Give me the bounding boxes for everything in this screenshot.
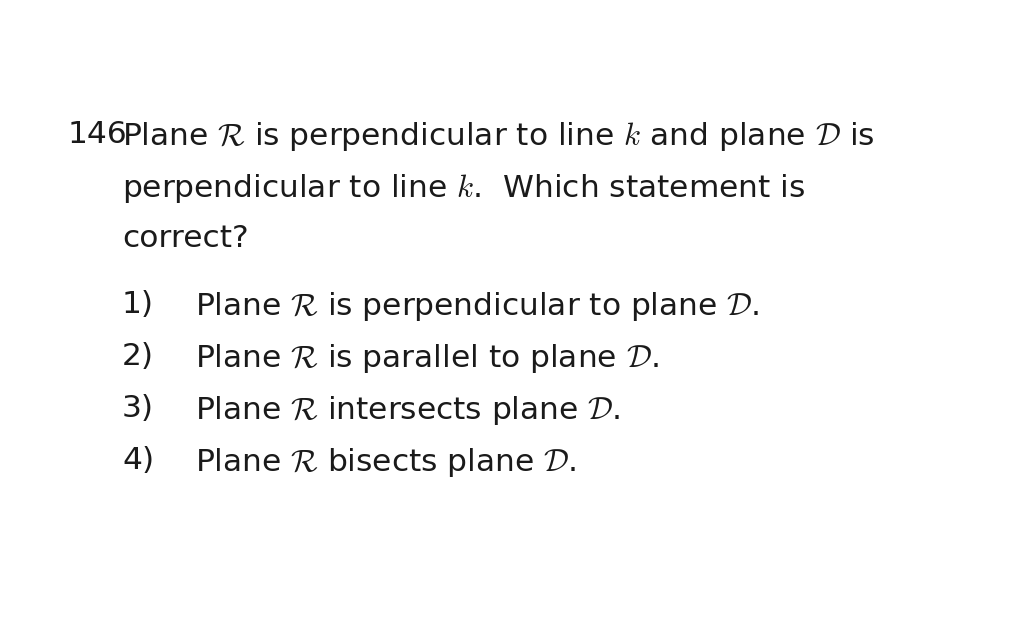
Text: Plane $\mathcal{R}$ is perpendicular to plane $\mathcal{D}$.: Plane $\mathcal{R}$ is perpendicular to … bbox=[195, 290, 760, 323]
Text: 4): 4) bbox=[122, 446, 155, 475]
Text: Plane $\mathcal{R}$ is perpendicular to line $k$ and plane $\mathcal{D}$ is: Plane $\mathcal{R}$ is perpendicular to … bbox=[122, 120, 874, 153]
Text: correct?: correct? bbox=[122, 224, 249, 253]
Text: Plane $\mathcal{R}$ bisects plane $\mathcal{D}$.: Plane $\mathcal{R}$ bisects plane $\math… bbox=[195, 446, 577, 479]
Text: Plane $\mathcal{R}$ is parallel to plane $\mathcal{D}$.: Plane $\mathcal{R}$ is parallel to plane… bbox=[195, 342, 658, 375]
Text: 3): 3) bbox=[122, 394, 154, 423]
Text: Plane $\mathcal{R}$ intersects plane $\mathcal{D}$.: Plane $\mathcal{R}$ intersects plane $\m… bbox=[195, 394, 621, 427]
Text: 2): 2) bbox=[122, 342, 154, 371]
Text: 146: 146 bbox=[68, 120, 128, 149]
Text: 1): 1) bbox=[122, 290, 154, 319]
Text: perpendicular to line $k$.  Which statement is: perpendicular to line $k$. Which stateme… bbox=[122, 172, 805, 205]
